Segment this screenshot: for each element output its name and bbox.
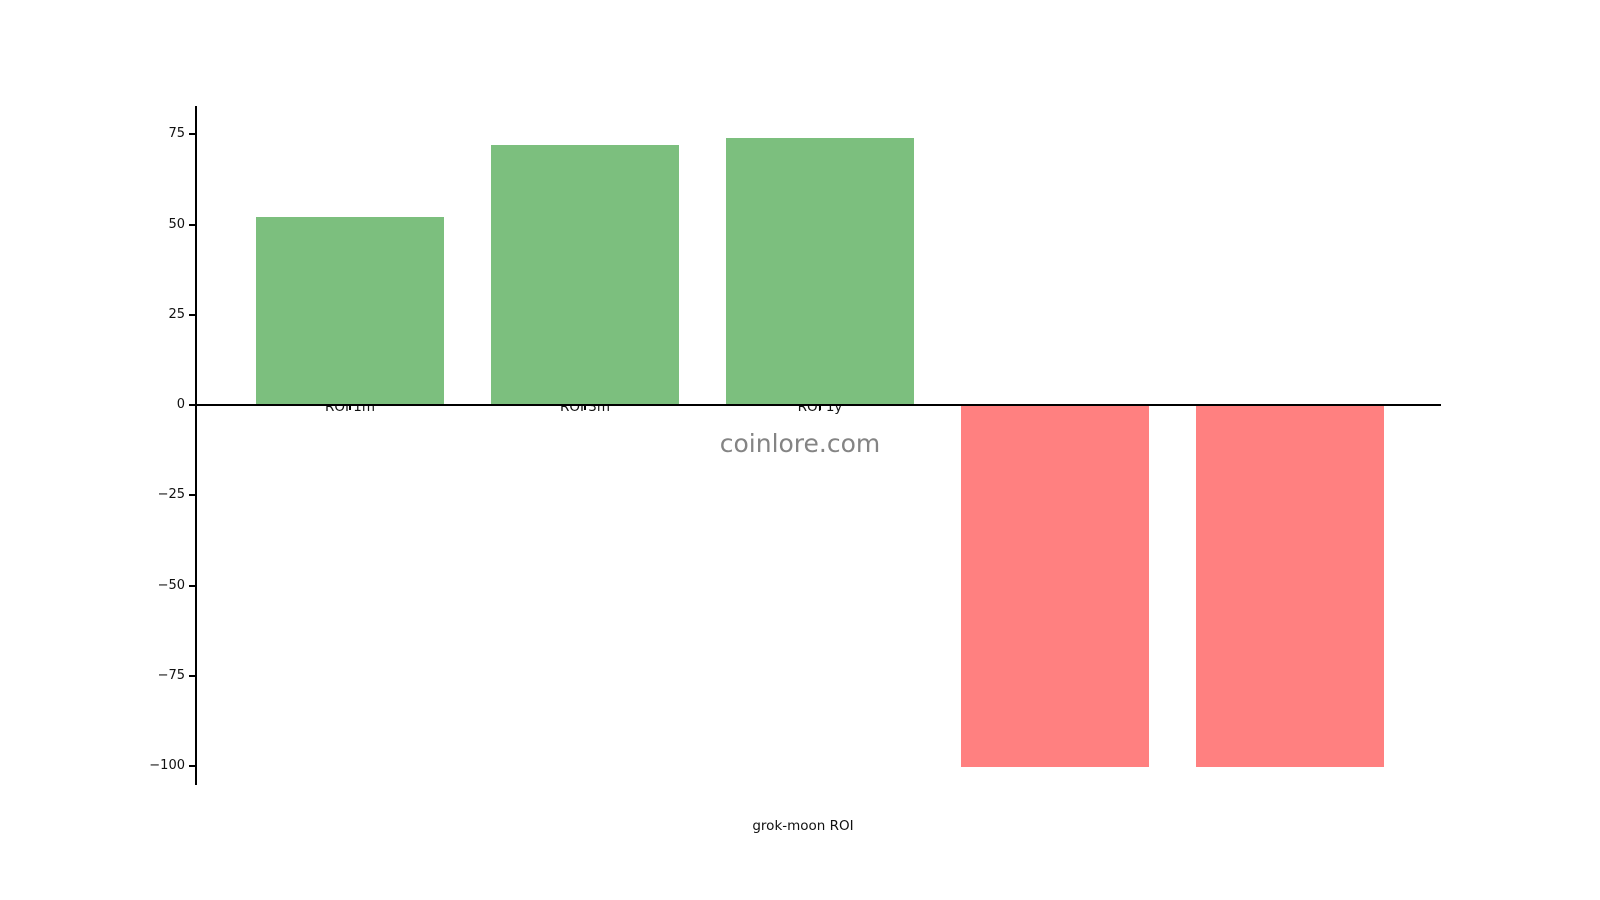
y-tick-label: −100 — [149, 758, 185, 773]
x-axis-zero-line — [196, 404, 1441, 406]
x-tick-mark — [584, 405, 586, 410]
y-tick-mark — [189, 584, 196, 587]
x-tick-mark — [349, 405, 351, 410]
y-tick-mark — [189, 674, 196, 677]
negative-roi-bar — [1196, 406, 1384, 767]
positive-roi-bar — [726, 137, 914, 405]
y-tick-label: −50 — [157, 577, 185, 593]
x-tick-mark — [819, 405, 821, 410]
negative-roi-bar — [961, 406, 1149, 767]
y-tick-label: −25 — [157, 487, 185, 503]
y-tick-mark — [189, 494, 196, 497]
y-tick-label: −75 — [157, 667, 185, 683]
positive-roi-bar — [256, 217, 444, 405]
y-tick-mark — [189, 313, 196, 316]
y-axis-spine — [195, 106, 197, 785]
y-tick-mark — [189, 404, 196, 406]
y-tick-label: 50 — [168, 216, 185, 232]
watermark-text: coinlore.com — [719, 429, 881, 458]
y-tick-label: 25 — [168, 306, 185, 322]
y-tick-mark — [189, 765, 196, 767]
y-tick-label: 75 — [168, 126, 185, 142]
y-tick-label: 0 — [176, 397, 185, 412]
positive-roi-bar — [491, 145, 679, 405]
y-tick-mark — [189, 223, 196, 226]
x-axis-title: grok-moon ROI — [752, 818, 854, 834]
y-tick-mark — [189, 133, 196, 136]
